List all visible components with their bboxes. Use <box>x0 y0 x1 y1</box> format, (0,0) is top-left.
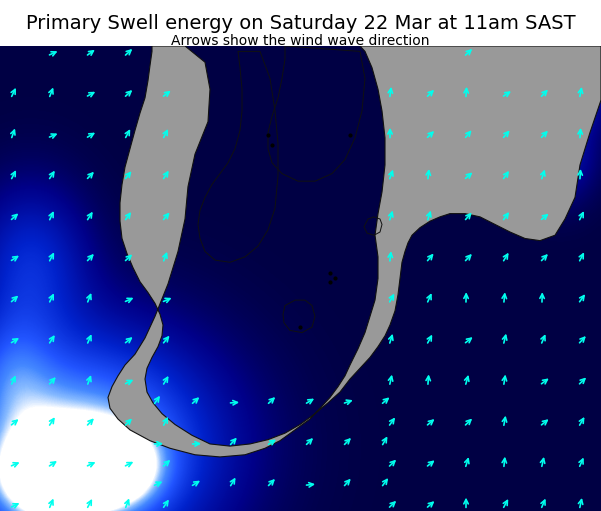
Polygon shape <box>108 46 601 457</box>
Text: Arrows show the wind wave direction: Arrows show the wind wave direction <box>171 35 430 49</box>
Text: Primary Swell energy on Saturday 22 Mar at 11am SAST: Primary Swell energy on Saturday 22 Mar … <box>26 14 575 33</box>
